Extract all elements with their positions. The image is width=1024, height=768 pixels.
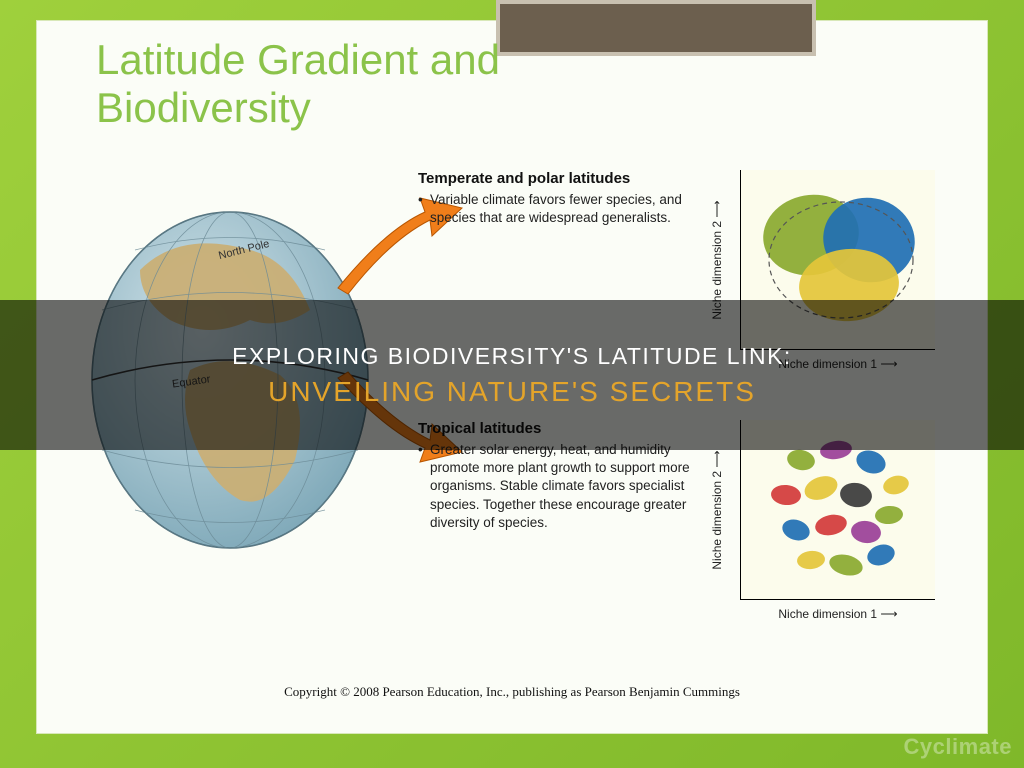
section-temperate: Temperate and polar latitudes Variable c…: [418, 170, 698, 227]
niche-ylabel-bottom: Niche dimension 2: [710, 450, 724, 569]
slide-title: Latitude Gradient and Biodiversity: [96, 36, 516, 133]
top-tab-decor: [496, 0, 816, 56]
watermark: Cyclimate: [904, 734, 1012, 760]
bullet-temperate: Variable climate favors fewer species, a…: [418, 191, 698, 227]
bullet-tropical: Greater solar energy, heat, and humidity…: [418, 441, 698, 532]
overlay-line2: UNVEILING NATURE'S SECRETS: [268, 376, 756, 408]
heading-temperate: Temperate and polar latitudes: [418, 170, 698, 187]
copyright-text: Copyright © 2008 Pearson Education, Inc.…: [284, 684, 740, 700]
overlay-line1: EXPLORING BIODIVERSITY'S LATITUDE LINK:: [232, 343, 792, 370]
overlay-banner: EXPLORING BIODIVERSITY'S LATITUDE LINK: …: [0, 300, 1024, 450]
niche-xlabel-bottom: Niche dimension 1: [778, 607, 897, 621]
